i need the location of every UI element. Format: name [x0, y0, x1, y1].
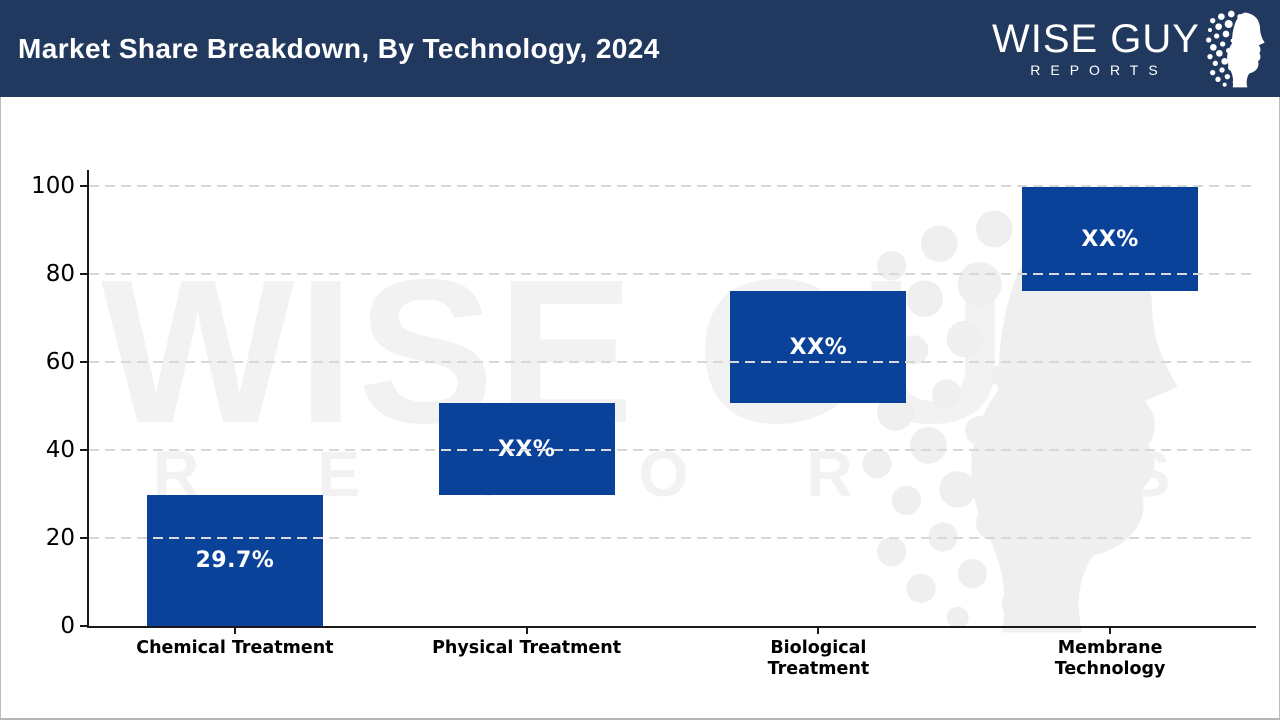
- x-tick-mark: [233, 628, 236, 634]
- header: Market Share Breakdown, By Technology, 2…: [0, 0, 1280, 97]
- y-tick-mark: [80, 449, 89, 451]
- x-tick-mark: [1109, 628, 1112, 634]
- bar-value-label: 29.7%: [195, 548, 275, 574]
- chart-section: WISE GUY REPORTS 29.7% XX% XX% XX% 0 20 40 60 80…: [0, 97, 1280, 720]
- logo-face-icon: [1204, 10, 1272, 90]
- x-tick-mark: [817, 628, 820, 634]
- y-tick-label: 20: [45, 525, 75, 551]
- y-tick-mark: [80, 273, 89, 275]
- gridline-60: [89, 361, 1256, 363]
- logo-wordmark-line1: WISE GUY: [991, 17, 1200, 61]
- y-tick-label: 60: [45, 349, 75, 375]
- y-tick-mark: [80, 361, 89, 363]
- x-tick-mark: [525, 628, 528, 634]
- plot-area: 29.7% XX% XX% XX% 0 20 40 60 80 100 Chemical Treat…: [1, 97, 1279, 718]
- logo: WISE GUY REPORTS: [992, 6, 1272, 92]
- y-tick-label: 80: [45, 261, 75, 287]
- x-category-label: Physical Treatment: [432, 638, 622, 658]
- watermark-face-icon: [846, 207, 1216, 647]
- x-axis: [87, 626, 1256, 628]
- gridline-100: [89, 185, 1256, 187]
- page-title: Market Share Breakdown, By Technology, 2…: [18, 32, 660, 64]
- bar-biological-treatment: [730, 291, 907, 403]
- bar-chemical-treatment: [146, 495, 323, 626]
- x-category-label: Membrane Technology: [1054, 638, 1166, 679]
- y-axis: [87, 170, 89, 628]
- y-tick-label: 40: [45, 437, 75, 463]
- y-tick-mark: [80, 185, 89, 187]
- x-category-label: Chemical Treatment: [136, 638, 334, 658]
- y-tick-label: 0: [60, 613, 75, 639]
- y-tick-label: 100: [31, 173, 75, 199]
- logo-wordmark: WISE GUY REPORTS: [992, 18, 1200, 78]
- bar-value-label: XX%: [1081, 226, 1139, 252]
- y-tick-mark: [80, 537, 89, 539]
- logo-wordmark-line2: REPORTS: [1030, 62, 1168, 78]
- gridline-20: [89, 537, 1256, 539]
- x-category-label: Biological Treatment: [767, 638, 870, 679]
- bar-value-label: XX%: [789, 334, 848, 360]
- gridline-80: [89, 273, 1256, 275]
- gridline-40: [89, 449, 1256, 451]
- y-tick-mark: [80, 625, 89, 627]
